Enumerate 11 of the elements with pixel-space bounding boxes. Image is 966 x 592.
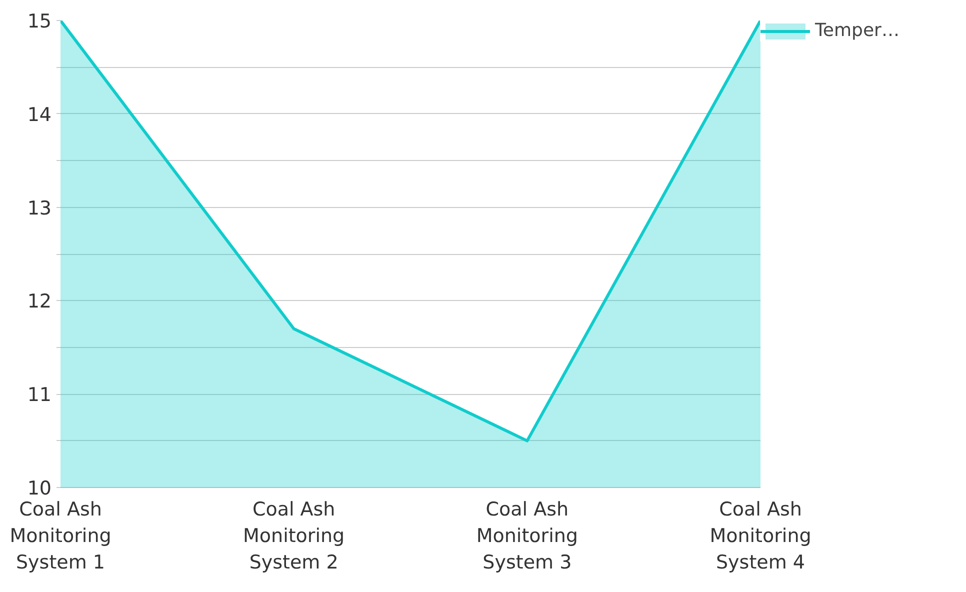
x-tick-label: Coal Ash Monitoring System 2: [243, 498, 345, 574]
y-tick-label: 11: [27, 384, 52, 406]
x-tick-label: Coal Ash Monitoring System 1: [10, 498, 112, 574]
x-tick-label: Coal Ash Monitoring System 3: [476, 498, 578, 574]
y-tick-label: 15: [27, 10, 52, 32]
x-tick-label: Coal Ash Monitoring System 4: [710, 498, 812, 574]
y-tick-label: 10: [27, 478, 52, 500]
y-tick-label: 14: [27, 104, 52, 126]
legend-label: Temper…: [815, 20, 900, 41]
y-tick-label: 12: [27, 290, 52, 313]
y-tick-label: 13: [27, 197, 52, 220]
